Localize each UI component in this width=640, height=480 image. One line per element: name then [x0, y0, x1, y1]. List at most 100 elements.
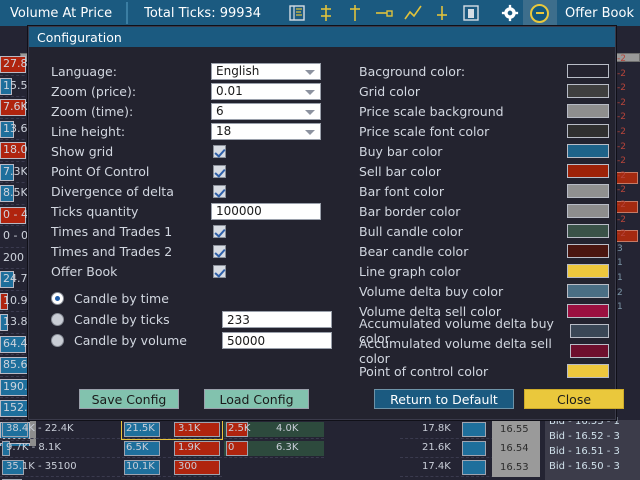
ladder-row[interactable]: 15.5	[0, 76, 30, 97]
ladder-row[interactable]: 88.3	[0, 441, 30, 446]
setting-label: Line height:	[51, 123, 126, 139]
load-config-button[interactable]: Load Config	[204, 389, 309, 409]
bottom-row[interactable]: 38.4K - 22.4K	[0, 420, 120, 439]
ladder-row[interactable]: 13.8	[0, 312, 30, 334]
color-swatch[interactable]	[567, 124, 609, 138]
scale-tick-label: -2	[617, 97, 626, 108]
bid-row[interactable]: Bid - 16.52 - 3	[549, 431, 620, 442]
list-icon[interactable]	[287, 3, 307, 23]
color-swatch[interactable]	[567, 364, 609, 378]
ladder-row[interactable]: 7.3K	[0, 162, 30, 183]
ladder-row[interactable]: 190.	[0, 377, 30, 398]
ladder-row[interactable]: 85.6	[0, 355, 30, 377]
bottom-bar-bg	[224, 441, 324, 456]
ladder-row[interactable]: 18.0	[0, 140, 30, 162]
bottom-row[interactable]: 21.5K 3.1K	[121, 419, 223, 440]
price-row[interactable]: 21.6K 16.54	[400, 439, 540, 458]
color-swatch[interactable]	[567, 184, 609, 198]
color-swatch[interactable]	[569, 344, 609, 358]
setting-label: Point Of Control	[51, 163, 150, 179]
ladder-row[interactable]: 7.6K	[0, 97, 30, 119]
bottom-row[interactable]: 10.1K 300	[122, 458, 222, 477]
bottom-value-left: 21.5K	[126, 423, 155, 434]
ladder-value: 18.0	[3, 143, 28, 156]
color-swatch[interactable]	[567, 204, 609, 218]
setting-checkbox[interactable]	[213, 144, 226, 158]
ladder-row[interactable]: 64.4	[0, 334, 30, 355]
color-setting-label: Bull candle color	[359, 223, 463, 239]
color-swatch[interactable]	[567, 284, 609, 298]
vertical-bars-icon[interactable]	[316, 3, 336, 23]
bottom-price-column[interactable]: 17.8K 16.55 21.6K 16.54 17.4K 16.53	[400, 420, 540, 480]
bid-row[interactable]: Bid - 16.51 - 3	[549, 446, 620, 457]
minimize-icon[interactable]	[522, 0, 557, 26]
setting-select[interactable]: English	[211, 62, 321, 80]
price-ladder[interactable]: 27.8 15.5 7.6K 13.6 18.0 7.3K 8.5K 0 - 4 0 - 0 20…	[0, 54, 30, 446]
vertical-bar-icon[interactable]	[345, 3, 365, 23]
setting-select[interactable]: 6	[211, 102, 321, 120]
color-swatch[interactable]	[567, 64, 609, 78]
ladder-row[interactable]: 0 - 0	[0, 226, 30, 248]
color-swatch[interactable]	[567, 244, 609, 258]
bottom-row[interactable]: 0 6.3K	[224, 439, 324, 458]
setting-select[interactable]: 18	[211, 122, 321, 140]
price-row[interactable]: 17.4K 16.53	[400, 458, 540, 477]
color-swatch[interactable]	[567, 304, 609, 318]
setting-checkbox[interactable]	[213, 264, 226, 278]
bottom-mid-column[interactable]: 21.5K 3.1K 6.5K 1.9K 10.1K 300	[121, 419, 223, 480]
bottom-row[interactable]: 2.5K 4.0K	[224, 420, 324, 439]
gear-icon[interactable]	[497, 0, 523, 26]
candle-mode-radio[interactable]	[51, 313, 64, 326]
frame-icon[interactable]	[461, 3, 481, 23]
close-button[interactable]: Close	[524, 389, 624, 409]
bottom-bid-column[interactable]: Bid - 16.53 - 1 Bid - 16.52 - 3 Bid - 16.5…	[545, 416, 640, 480]
color-swatch[interactable]	[567, 144, 609, 158]
ladder-row[interactable]: 24.7	[0, 269, 30, 291]
ladder-row[interactable]: 152.	[0, 398, 30, 420]
color-swatch[interactable]	[570, 324, 609, 338]
color-swatch[interactable]	[567, 264, 609, 278]
top-toolbar: Volume At Price Total Ticks: 99934	[0, 0, 640, 26]
ladder-row[interactable]: 200	[0, 248, 30, 269]
bottom-row[interactable]: 35.1K - 35100	[0, 458, 120, 477]
bottom-value-right: 3.1K	[178, 423, 201, 434]
ladder-value: 7.3K	[3, 164, 28, 178]
setting-select[interactable]: 0.01	[211, 82, 321, 100]
save-config-button[interactable]: Save Config	[79, 389, 179, 409]
setting-checkbox[interactable]	[213, 224, 226, 238]
ladder-row[interactable]: 0 - 4	[0, 205, 30, 226]
setting-checkbox[interactable]	[213, 244, 226, 258]
return-to-default-button[interactable]: Return to Default	[374, 389, 514, 409]
candle-mode-input[interactable]: 233	[222, 311, 332, 328]
ladder-row[interactable]: 8.5K	[0, 183, 30, 205]
color-swatch[interactable]	[567, 164, 609, 178]
bottom-row[interactable]: 9.7K - 8.1K	[0, 439, 120, 458]
zigzag-icon[interactable]	[403, 3, 423, 23]
ladder-value: 64.4	[3, 336, 28, 350]
color-swatch[interactable]	[567, 224, 609, 238]
step-icon[interactable]	[432, 3, 452, 23]
color-swatch[interactable]	[567, 84, 609, 98]
setting-checkbox[interactable]	[213, 184, 226, 198]
candle-mode-input[interactable]: 50000	[222, 332, 332, 349]
bid-row[interactable]: Bid - 16.50 - 3	[549, 461, 620, 472]
color-setting-row: Price scale background	[359, 101, 609, 121]
ladder-row[interactable]: 27.8	[0, 54, 30, 76]
ladder-row[interactable]: 13.6	[0, 119, 30, 140]
candle-mode-radio[interactable]	[51, 292, 64, 305]
bottom-mid2-column[interactable]: 2.5K 4.0K 0 6.3K	[224, 420, 324, 480]
color-swatch[interactable]	[567, 104, 609, 118]
candle-mode-radio[interactable]	[51, 334, 64, 347]
price-row[interactable]: 17.8K 16.55	[400, 420, 540, 439]
bid-row[interactable]: Bid - 16.53 - 1	[549, 416, 620, 427]
bottom-value: 9.7K - 8.1K	[6, 442, 61, 453]
ladder-row[interactable]: 10.9	[0, 291, 30, 312]
bottom-row[interactable]: 6.5K 1.9K	[122, 439, 222, 458]
setting-checkbox[interactable]	[213, 164, 226, 178]
setting-input[interactable]: 100000	[211, 202, 321, 220]
line-dot-icon[interactable]	[374, 3, 394, 23]
price-scale-cell	[492, 439, 540, 458]
price-bar	[462, 460, 486, 475]
offer-book-label[interactable]: Offer Book	[564, 5, 634, 21]
